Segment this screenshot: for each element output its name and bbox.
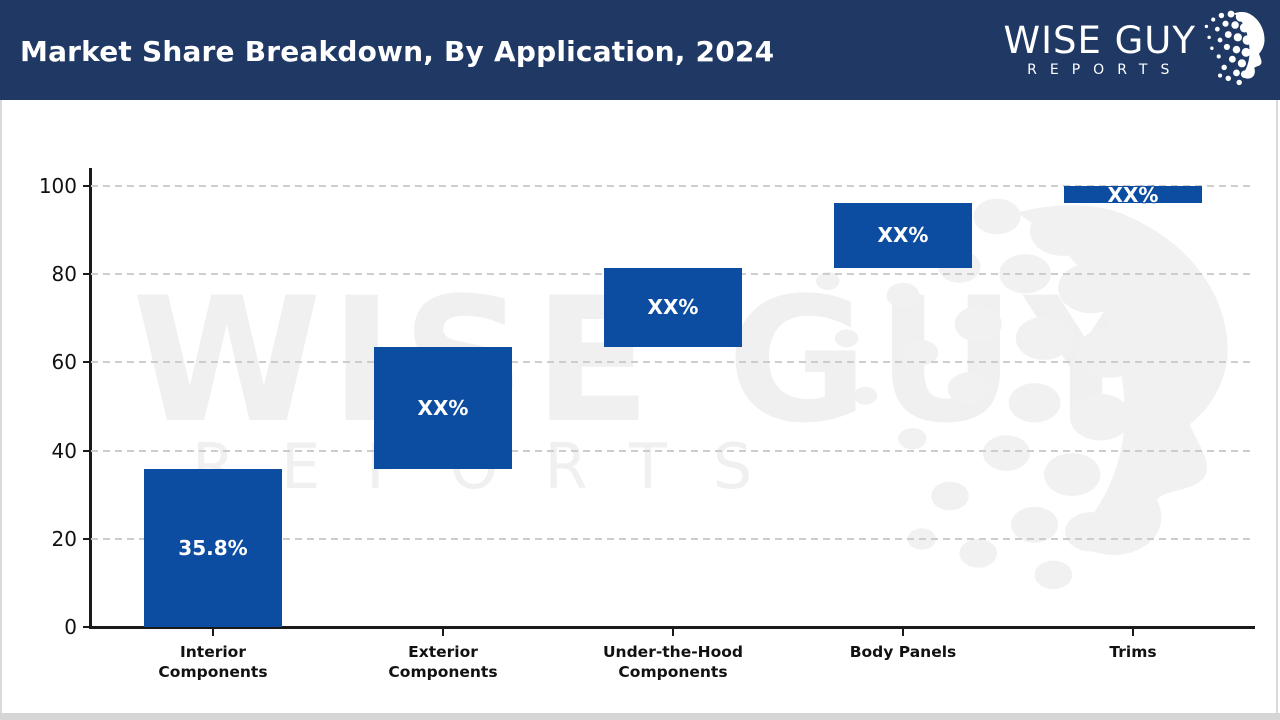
y-tick-label: 80 (51, 262, 77, 287)
bar-value-label: 35.8% (178, 536, 248, 561)
x-category-line: Components (618, 663, 728, 681)
y-tick-mark (83, 361, 90, 364)
y-axis-line (89, 168, 92, 629)
logo-line2: REPORTS (1027, 62, 1183, 78)
x-tick-mark (672, 629, 674, 636)
x-tick-mark (212, 629, 214, 636)
wise-guy-logo: WISE GUY REPORTS (1004, 6, 1268, 94)
gridline-60 (91, 361, 1255, 364)
bar-segment: XX% (834, 203, 972, 268)
bar-segment: XX% (374, 346, 512, 470)
x-tick-mark (1132, 629, 1134, 636)
x-category-line: Body Panels (849, 643, 957, 661)
bar-value-label: XX% (417, 396, 469, 421)
bar-value-label: XX% (1107, 182, 1159, 207)
bar-segment: XX% (1064, 183, 1202, 207)
page-title: Market Share Breakdown, By Application, … (20, 35, 775, 68)
x-category-line: Components (158, 663, 268, 681)
bar-value-label: XX% (877, 223, 929, 248)
y-tick-mark (83, 273, 90, 276)
y-tick-mark (83, 626, 90, 628)
y-tick-label: 0 (64, 615, 77, 639)
bar-segment: 35.8% (144, 469, 282, 627)
x-category-label: Body Panels (783, 642, 1023, 662)
y-tick-label: 40 (51, 438, 77, 463)
logo-wordmark: WISE GUY REPORTS (1003, 19, 1196, 79)
x-category-label: Trims (1013, 642, 1253, 662)
y-tick-mark (83, 537, 90, 540)
x-category-line: Under-the-Hood (602, 643, 744, 661)
x-category-label: Under-the-Hood Components (553, 642, 793, 682)
logo-line1: WISE GUY (1003, 19, 1196, 62)
gridline-20 (91, 537, 1255, 540)
gridline-100 (91, 185, 1255, 187)
gridline-40 (91, 449, 1255, 452)
y-tick-mark (83, 449, 90, 452)
x-category-label: Exterior Components (323, 642, 563, 682)
bar-value-label: XX% (647, 295, 699, 320)
header-bar: Market Share Breakdown, By Application, … (0, 0, 1280, 100)
x-tick-mark (902, 629, 904, 636)
x-axis-line (89, 626, 1255, 629)
x-tick-mark (442, 629, 444, 636)
chart-canvas: WISE GUY REPORTS 02040608010035.8%Interi… (0, 100, 1278, 713)
y-tick-label: 60 (51, 350, 77, 375)
x-category-line: Exterior (408, 643, 478, 661)
x-category-line: Components (388, 663, 498, 681)
x-category-label: Interior Components (93, 642, 333, 682)
y-tick-mark (83, 185, 90, 187)
bar-segment: XX% (604, 267, 742, 347)
y-tick-label: 20 (51, 526, 77, 551)
x-category-line: Interior (180, 643, 246, 661)
x-category-line: Trims (1109, 643, 1157, 661)
bottom-border (0, 713, 1280, 720)
y-tick-label: 100 (38, 174, 77, 198)
